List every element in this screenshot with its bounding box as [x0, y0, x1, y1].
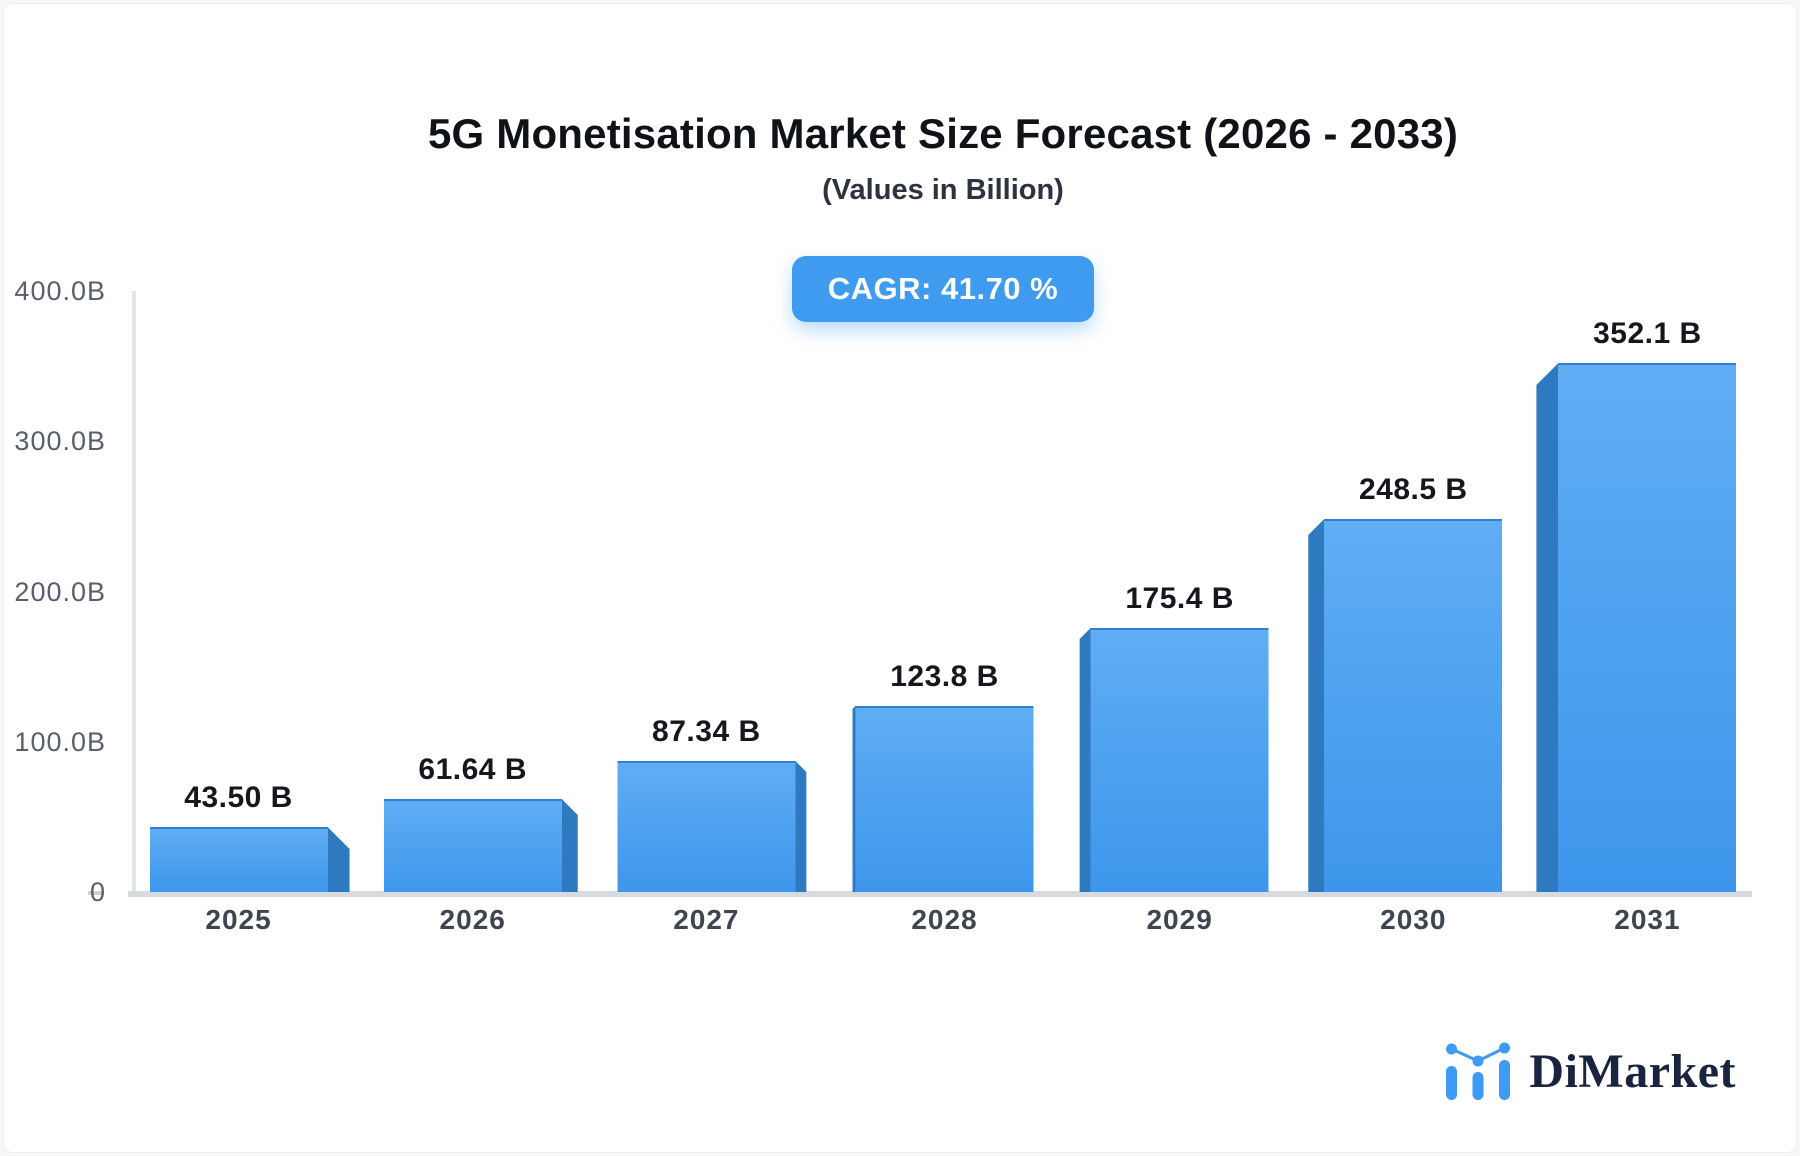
bar-face	[1558, 363, 1737, 892]
y-axis-tick-label: 400.0B	[14, 276, 106, 306]
x-axis-label-2027: 2027	[673, 904, 740, 935]
y-axis-line	[132, 291, 136, 892]
bar-2028: 123.8 B 2028	[852, 660, 1034, 935]
bar-slot-2026: 61.64 B 2026	[365, 291, 596, 935]
bar-chart-plot: 43.50 B 2025 61.64 B 2026 87.34 B 2027 123.8 B…	[14, 276, 1752, 935]
bar-value-label: 352.1 B	[1593, 317, 1702, 350]
dimarket-logo-icon	[1446, 1042, 1511, 1100]
bar-value-label: 248.5 B	[1358, 473, 1468, 506]
bar-value-label: 61.64 B	[418, 753, 527, 786]
bar-slot-2025: 43.50 B 2025	[134, 291, 365, 935]
bar-value-label: 87.34 B	[652, 715, 761, 748]
chart-card: 5G Monetisation Market Size Forecast (20…	[3, 3, 1797, 1153]
brand-name: DiMarket	[1529, 1044, 1736, 1098]
brand-logo: DiMarket	[1445, 1042, 1736, 1100]
zero-tick-mark	[88, 891, 103, 895]
bar-2026: 61.64 B 2026	[383, 753, 578, 935]
bar-face	[855, 706, 1034, 892]
bar-slot-2027: 87.34 B 2027	[596, 291, 827, 935]
bar-3d-side	[561, 799, 578, 892]
bar-3d-side	[795, 761, 807, 892]
bar-slot-2028: 123.8 B 2028	[827, 291, 1058, 935]
bar-slot-2031: 352.1 B 2031	[1521, 291, 1752, 935]
bar-value-label: 43.50 B	[184, 781, 293, 814]
cagr-badge: CAGR: 41.70 %	[791, 256, 1095, 322]
bar-slot-2029: 175.4 B 2029	[1059, 291, 1290, 935]
bar-2029: 175.4 B 2029	[1079, 582, 1269, 935]
y-axis-tick-label: 0	[89, 877, 106, 907]
bar-slots: 43.50 B 2025 61.64 B 2026 87.34 B 2027 123.8 B…	[134, 291, 1752, 935]
x-axis-label-2029: 2029	[1146, 904, 1213, 935]
bar-2030: 248.5 B 2030	[1308, 473, 1503, 935]
bar-face	[383, 799, 562, 892]
chart-title: 5G Monetisation Market Size Forecast (20…	[427, 110, 1459, 157]
bar-3d-side	[1308, 519, 1325, 892]
x-axis-label-2031: 2031	[1614, 904, 1681, 935]
x-axis-label-2025: 2025	[205, 904, 272, 935]
y-axis-tick-label: 300.0B	[14, 426, 106, 457]
x-axis-label-2030: 2030	[1380, 904, 1447, 935]
bar-value-label: 175.4 B	[1125, 582, 1234, 615]
chart-subtitle: (Values in Billion)	[822, 174, 1064, 206]
bar-3d-side	[852, 706, 856, 892]
bar-3d-side	[327, 827, 350, 892]
bar-2027: 87.34 B 2027	[617, 715, 807, 935]
y-axis-tick-label: 200.0B	[14, 576, 106, 607]
bar-face	[617, 761, 796, 892]
bar-3d-side	[1536, 363, 1559, 892]
bar-face	[1090, 628, 1269, 892]
cagr-badge-row: CAGR: 41.70 %	[134, 256, 1752, 322]
bar-face	[149, 827, 328, 892]
y-axis-tick-label: 100.0B	[14, 726, 106, 757]
bar-face	[1324, 519, 1503, 892]
bar-slot-2030: 248.5 B 2030	[1290, 291, 1521, 935]
bar-2025: 43.50 B 2025	[149, 781, 350, 935]
x-axis-label-2028: 2028	[911, 904, 978, 935]
x-axis-label-2026: 2026	[439, 904, 506, 935]
bar-3d-side	[1079, 628, 1091, 892]
bar-2031: 352.1 B 2031	[1536, 317, 1737, 935]
bar-value-label: 123.8 B	[890, 660, 999, 693]
x-axis-line	[128, 891, 1752, 897]
